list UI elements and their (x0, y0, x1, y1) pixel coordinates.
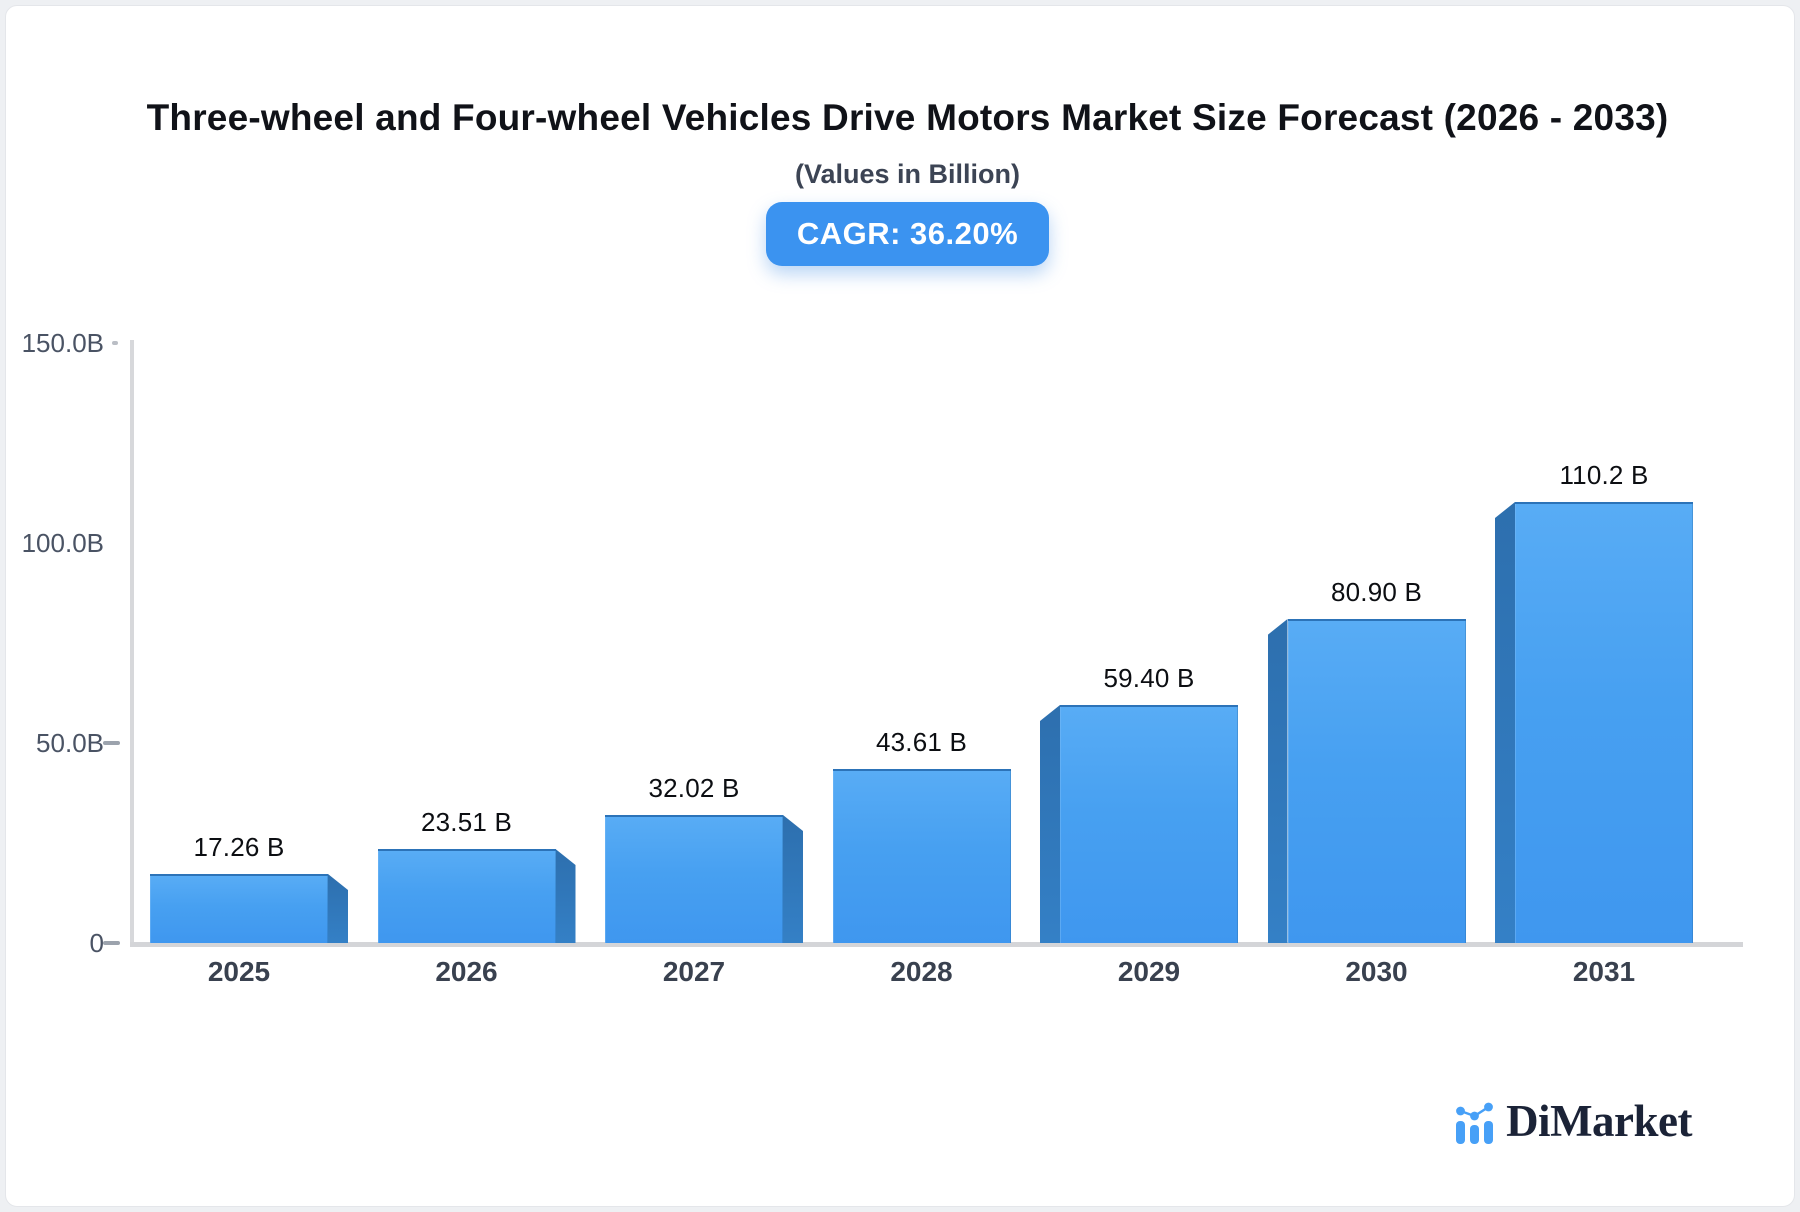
y-tick-mark (103, 941, 120, 945)
bar-value-label-2026: 23.51 B (420, 807, 513, 837)
bar-2026[interactable] (377, 849, 556, 943)
brand-name: DiMarket (1506, 1096, 1692, 1146)
y-tick-mark (112, 341, 118, 345)
bar-2028[interactable] (832, 769, 1011, 943)
bar-2031[interactable] (1515, 502, 1693, 943)
bar-side-2025 (328, 874, 348, 943)
x-tick-label-2030: 2030 (1345, 956, 1408, 987)
bar-2027[interactable] (605, 815, 783, 943)
bar-2029[interactable] (1060, 705, 1238, 943)
chart-title: Three-wheel and Four-wheel Vehicles Driv… (146, 97, 1669, 138)
bar-side-2026 (555, 849, 576, 943)
x-tick-label-2026: 2026 (435, 956, 498, 987)
y-tick-label: 150.0B (21, 328, 104, 358)
bar-side-2027 (783, 815, 803, 943)
chart-header: Three-wheel and Four-wheel Vehicles Driv… (100, 92, 1715, 266)
bar-side-2031 (1495, 502, 1515, 943)
cagr-badge: CAGR: 36.20% (765, 201, 1050, 266)
y-axis-line (130, 340, 134, 947)
x-tick-label-2029: 2029 (1117, 956, 1181, 987)
bar-side-2029 (1040, 705, 1060, 943)
bar-value-label-2030: 80.90 B (1330, 577, 1423, 607)
bar-value-label-2025: 17.26 B (193, 832, 285, 862)
y-tick-label: 0 (89, 928, 104, 958)
chart-subtitle: (Values in Billion) (794, 158, 1021, 189)
y-tick-mark (103, 741, 120, 745)
x-axis-baseline (130, 942, 1743, 947)
x-tick-label-2028: 2028 (890, 956, 953, 987)
bar-value-label-2028: 43.61 B (875, 727, 968, 757)
x-tick-label-2027: 2027 (662, 956, 726, 987)
y-tick-label: 100.0B (21, 528, 104, 558)
bar-value-label-2027: 32.02 B (648, 773, 740, 803)
bar-side-2030 (1267, 619, 1288, 943)
bar-2025[interactable] (150, 874, 328, 943)
x-tick-label-2031: 2031 (1572, 956, 1636, 987)
bar-2030[interactable] (1287, 619, 1466, 943)
x-tick-label-2025: 2025 (207, 956, 271, 987)
y-tick-label: 50.0B (36, 728, 104, 758)
bar-value-label-2029: 59.40 B (1103, 663, 1195, 693)
mini-bar-line-chart-icon (1456, 1102, 1494, 1144)
bar-value-label-2031: 110.2 B (1559, 460, 1649, 490)
brand-logo: DiMarket (1456, 1098, 1692, 1144)
